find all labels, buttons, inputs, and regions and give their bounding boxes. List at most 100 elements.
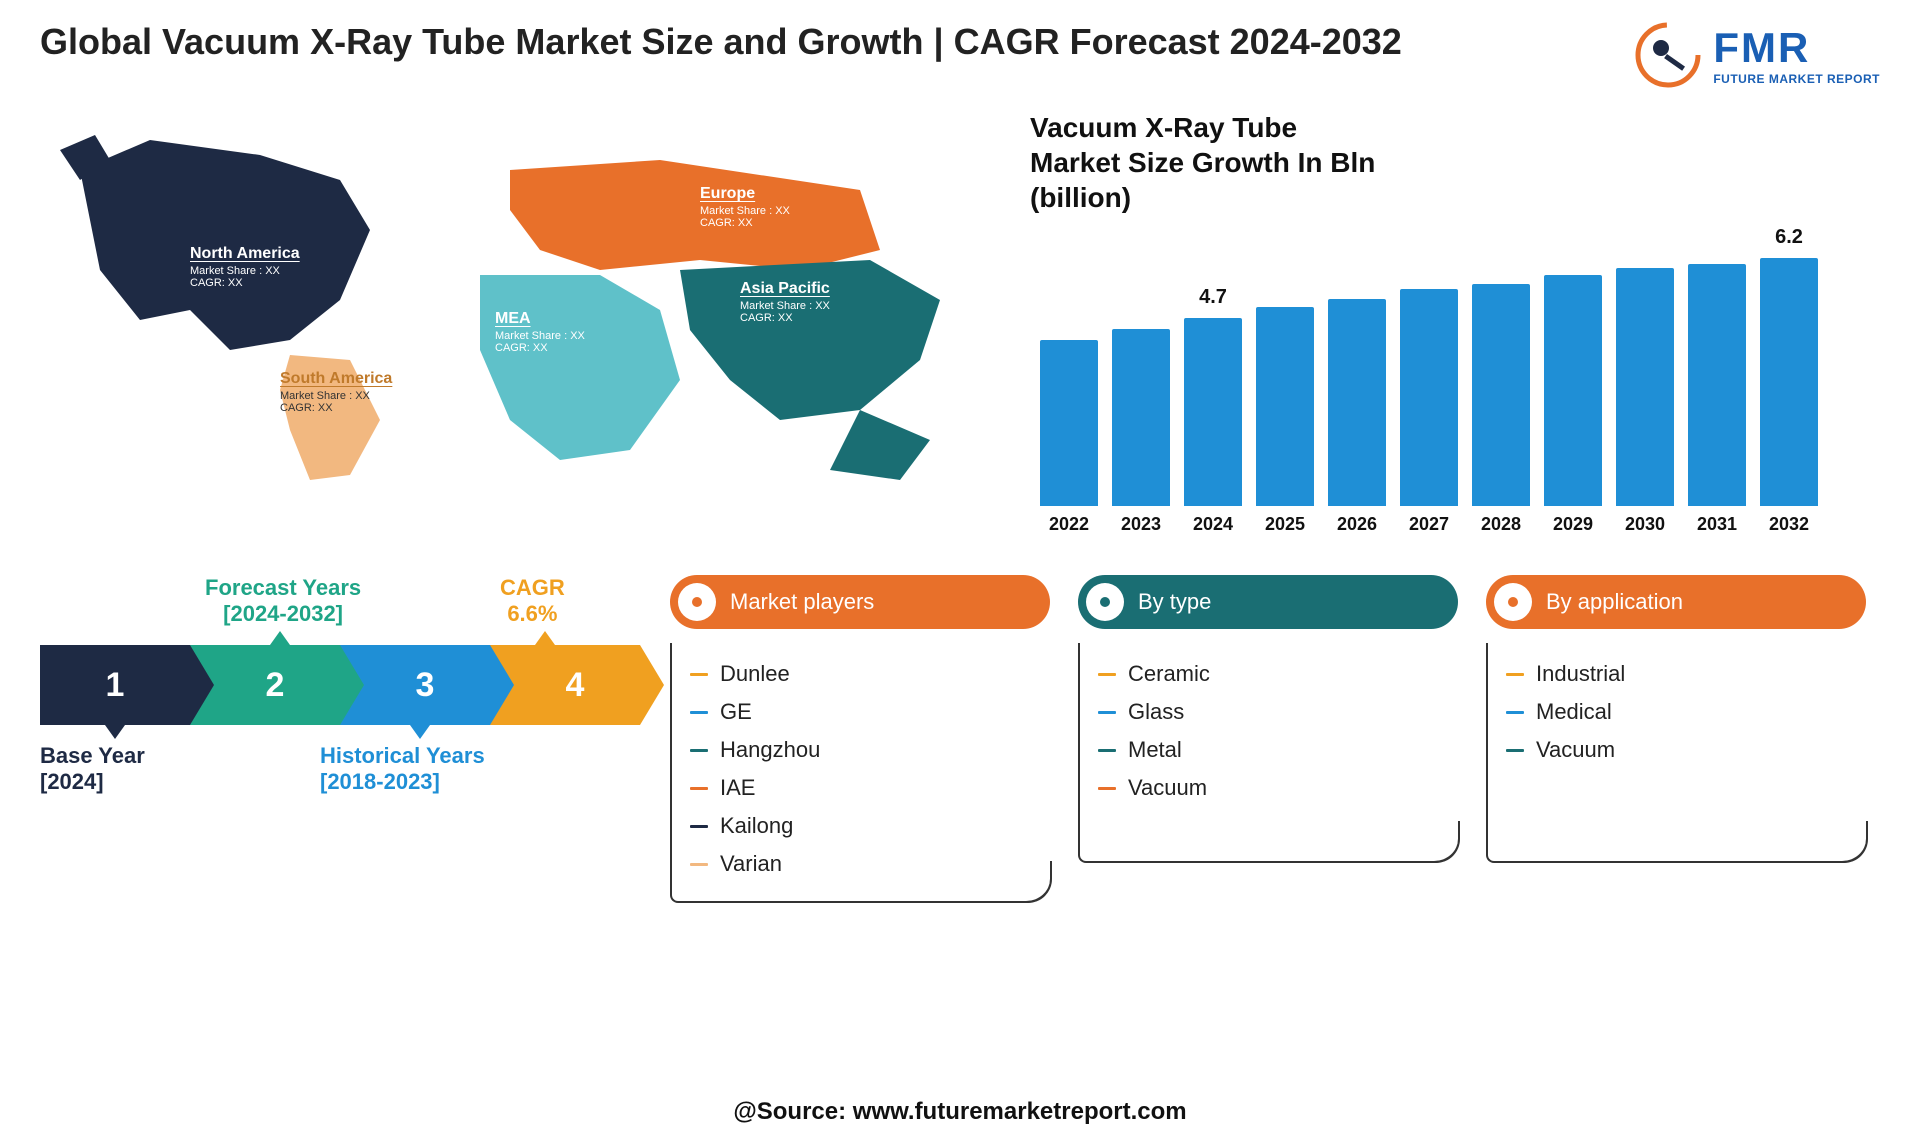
logo-sub: FUTURE MARKET REPORT xyxy=(1713,72,1880,86)
segment-title: By application xyxy=(1546,589,1683,615)
segment-title: Market players xyxy=(730,589,874,615)
segment-item-label: GE xyxy=(720,699,752,725)
bar xyxy=(1040,340,1098,506)
pointer-up-icon xyxy=(270,631,290,645)
bars-container: 2022 2023 4.7 2024 2025 2026 2027 2028 2029 2030 2… xyxy=(1030,235,1880,535)
bar xyxy=(1688,264,1746,506)
tick-icon xyxy=(690,673,708,676)
bar-year-label: 2029 xyxy=(1553,514,1593,535)
segment-item: Vacuum xyxy=(1098,769,1440,807)
segment-list: Industrial Medical Vacuum xyxy=(1486,643,1866,863)
pointer-down-icon xyxy=(105,725,125,739)
header: Global Vacuum X-Ray Tube Market Size and… xyxy=(40,20,1880,90)
bar-column: 2031 xyxy=(1688,232,1746,535)
pill-circle-icon xyxy=(678,583,716,621)
tick-icon xyxy=(1098,787,1116,790)
segment-item: Varian xyxy=(690,845,1032,883)
segment-item-label: IAE xyxy=(720,775,755,801)
bar xyxy=(1328,299,1386,506)
bar-column: 2027 xyxy=(1400,257,1458,535)
bar-year-label: 2022 xyxy=(1049,514,1089,535)
bottom-row: Forecast Years [2024-2032] CAGR 6.6% 1 2… xyxy=(40,575,1880,903)
segment-box: By application Industrial Medical Vacuum xyxy=(1486,575,1866,903)
bar-column: 2028 xyxy=(1472,252,1530,535)
bar xyxy=(1760,258,1818,506)
segment-item: Hangzhou xyxy=(690,731,1032,769)
bar-value-label: 4.7 xyxy=(1199,286,1227,310)
pill-dot-icon xyxy=(1508,597,1518,607)
region-north-america: North America Market Share : XX CAGR: XX xyxy=(190,245,300,289)
logo-fmr: FMR xyxy=(1713,24,1880,72)
tick-icon xyxy=(690,787,708,790)
tick-icon xyxy=(1098,711,1116,714)
source-text: @Source: www.futuremarketreport.com xyxy=(0,1098,1920,1126)
segment-item: Dunlee xyxy=(690,655,1032,693)
bar-chart: Vacuum X-Ray Tube Market Size Growth In … xyxy=(1030,110,1880,535)
cagr-label: CAGR 6.6% xyxy=(500,575,565,627)
tick-icon xyxy=(1506,711,1524,714)
page-title: Global Vacuum X-Ray Tube Market Size and… xyxy=(40,20,1402,63)
segment-pill: Market players xyxy=(670,575,1050,629)
segment-pill: By application xyxy=(1486,575,1866,629)
tick-icon xyxy=(690,863,708,866)
segment-item-label: Metal xyxy=(1128,737,1182,763)
tick-icon xyxy=(690,825,708,828)
bar xyxy=(1544,275,1602,506)
segment-item: Medical xyxy=(1506,693,1848,731)
bar-column: 2030 xyxy=(1616,236,1674,535)
segment-item: Vacuum xyxy=(1506,731,1848,769)
region-asia-pacific: Asia Pacific Market Share : XX CAGR: XX xyxy=(740,280,830,324)
bar-year-label: 2027 xyxy=(1409,514,1449,535)
tick-icon xyxy=(690,711,708,714)
map-svg xyxy=(40,110,990,490)
chevron-step: 1 xyxy=(40,645,190,725)
segment-item-label: Dunlee xyxy=(720,661,790,687)
segment-item: Ceramic xyxy=(1098,655,1440,693)
region-south-america: South America Market Share : XX CAGR: XX xyxy=(280,370,392,414)
bar xyxy=(1616,268,1674,506)
bar-year-label: 2031 xyxy=(1697,514,1737,535)
bar xyxy=(1112,329,1170,506)
segment-pill: By type xyxy=(1078,575,1458,629)
segment-list: Dunlee GE Hangzhou IAE Kailong Varian xyxy=(670,643,1050,903)
region-europe: Europe Market Share : XX CAGR: XX xyxy=(700,185,790,229)
segments-row: Market players Dunlee GE Hangzhou IAE Kailong… xyxy=(670,575,1866,903)
bar-year-label: 2028 xyxy=(1481,514,1521,535)
forecast-label: Forecast Years [2024-2032] xyxy=(205,575,361,627)
tick-icon xyxy=(1098,673,1116,676)
pill-circle-icon xyxy=(1494,583,1532,621)
segment-item: IAE xyxy=(690,769,1032,807)
bar-column: 2023 xyxy=(1112,297,1170,535)
bar-value-label: 6.2 xyxy=(1775,226,1803,250)
bar-year-label: 2026 xyxy=(1337,514,1377,535)
bar-column: 6.2 2032 xyxy=(1760,226,1818,535)
bar-column: 4.7 2024 xyxy=(1184,286,1242,535)
segment-item-label: Vacuum xyxy=(1128,775,1207,801)
segment-item-label: Varian xyxy=(720,851,782,877)
segment-item-label: Medical xyxy=(1536,699,1612,725)
bar-column: 2026 xyxy=(1328,267,1386,535)
segment-item-label: Vacuum xyxy=(1536,737,1615,763)
tick-icon xyxy=(690,749,708,752)
bar-column: 2029 xyxy=(1544,243,1602,535)
segment-item-label: Hangzhou xyxy=(720,737,820,763)
segment-item: Kailong xyxy=(690,807,1032,845)
base-year-label: Base Year [2024] xyxy=(40,743,145,795)
pointer-up-icon xyxy=(535,631,555,645)
segment-title: By type xyxy=(1138,589,1211,615)
bar xyxy=(1472,284,1530,506)
bar-year-label: 2032 xyxy=(1769,514,1809,535)
pill-dot-icon xyxy=(1100,597,1110,607)
segment-item-label: Industrial xyxy=(1536,661,1625,687)
pill-dot-icon xyxy=(692,597,702,607)
main-row: North America Market Share : XX CAGR: XX… xyxy=(40,110,1880,535)
chevron-row: 1 2 3 4 xyxy=(40,645,640,725)
segment-item-label: Ceramic xyxy=(1128,661,1210,687)
pointer-down-icon xyxy=(410,725,430,739)
segment-item: Metal xyxy=(1098,731,1440,769)
segment-item: GE xyxy=(690,693,1032,731)
bar-year-label: 2024 xyxy=(1193,514,1233,535)
logo-icon xyxy=(1633,20,1703,90)
segment-item-label: Kailong xyxy=(720,813,793,839)
bar-year-label: 2025 xyxy=(1265,514,1305,535)
